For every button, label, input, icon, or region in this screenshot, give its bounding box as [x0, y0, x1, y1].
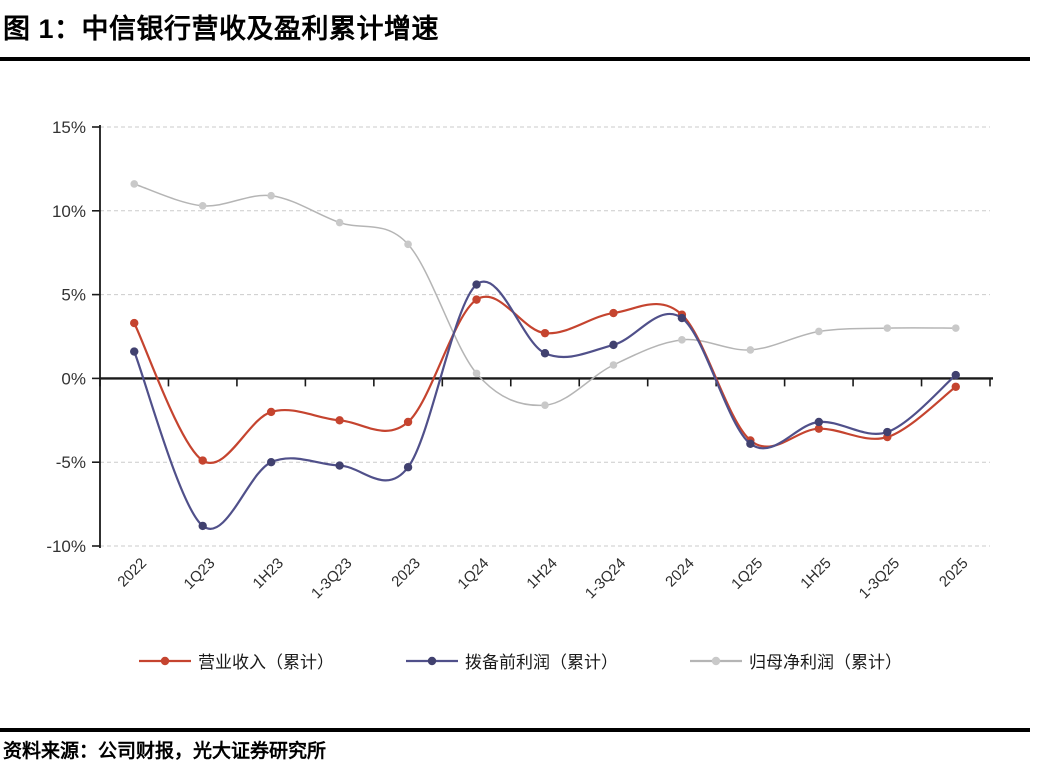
x-tick-label: 1Q25	[728, 555, 766, 593]
legend-line-marker-icon	[690, 656, 742, 665]
x-tick-label: 1H24	[523, 555, 560, 592]
data-point-marker	[335, 218, 344, 227]
growth-line-chart: 15% 10% 5% 0% -5% -10% 2022 1Q23 1H23 1-3Q23 2023 1…	[46, 118, 993, 602]
data-point-marker	[472, 280, 481, 289]
legend-item: 营业收入（累计）	[139, 648, 334, 673]
data-point-marker	[883, 427, 892, 437]
data-point-marker	[335, 416, 344, 425]
chart-legend: 营业收入（累计） 拨备前利润（累计） 归母净利润（累计）	[0, 648, 1041, 673]
x-tick-label: 1H23	[250, 555, 287, 592]
data-point-marker	[609, 308, 618, 318]
legend-label: 营业收入（累计）	[198, 653, 334, 672]
y-tick-label: -10%	[46, 537, 86, 556]
legend-line-marker-icon	[406, 656, 458, 665]
data-point-marker	[951, 324, 960, 332]
data-point-marker	[130, 318, 139, 328]
data-point-marker	[403, 463, 413, 472]
series-line	[133, 295, 957, 464]
data-point-marker	[198, 201, 207, 210]
data-point-marker	[266, 458, 276, 467]
x-tick-label: 1Q24	[454, 555, 492, 593]
legend-item: 归母净利润（累计）	[690, 648, 902, 673]
data-point-marker	[404, 240, 412, 249]
x-tick-label: 1-3Q25	[856, 555, 903, 602]
data-point-marker	[198, 521, 207, 531]
x-tick-label: 1-3Q23	[308, 555, 355, 602]
data-point-marker	[746, 346, 755, 354]
legend-label: 归母净利润（累计）	[749, 653, 902, 672]
data-point-marker	[815, 327, 823, 336]
series-line	[133, 280, 957, 530]
data-point-marker	[267, 191, 275, 200]
data-point-marker	[266, 407, 276, 417]
x-tick-label: 1Q23	[181, 555, 219, 593]
source-divider	[0, 728, 1030, 732]
series-营业收入（累计）	[130, 295, 960, 465]
y-tick-label: 5%	[61, 286, 86, 305]
data-point-marker	[198, 456, 207, 465]
x-tick-label: 1H25	[797, 555, 834, 592]
data-point-marker	[746, 439, 755, 448]
y-tick-label: 15%	[52, 118, 86, 137]
data-point-marker	[540, 328, 550, 338]
y-tick-label: -5%	[56, 453, 86, 472]
x-tick-label: 2024	[662, 555, 698, 591]
data-point-marker	[609, 340, 618, 350]
data-point-marker	[541, 401, 549, 410]
data-point-marker	[472, 295, 481, 304]
series-拨备前利润（累计）	[130, 280, 960, 531]
x-tick-label: 1-3Q24	[582, 555, 629, 602]
data-point-marker	[540, 349, 550, 358]
data-point-marker	[130, 180, 139, 188]
x-tick-label: 2022	[114, 555, 150, 591]
y-tick-label: 0%	[61, 369, 86, 388]
data-point-marker	[814, 424, 824, 433]
data-point-marker	[472, 369, 481, 378]
figure-title: 图 1：中信银行营收及盈利累计增速	[3, 14, 440, 44]
data-point-marker	[951, 370, 960, 380]
x-tick-label: 2023	[388, 555, 424, 591]
data-point-marker	[130, 347, 139, 356]
data-point-marker	[678, 336, 686, 344]
title-divider	[0, 57, 1030, 61]
legend-line-marker-icon	[139, 656, 191, 665]
data-point-marker	[951, 382, 960, 391]
y-tick-label: 10%	[52, 202, 86, 221]
legend-item: 拨备前利润（累计）	[406, 648, 618, 673]
chart-area: 15% 10% 5% 0% -5% -10% 2022 1Q23 1H23 1-3Q23 2023 1…	[0, 90, 1041, 690]
data-point-marker	[814, 417, 824, 427]
data-point-marker	[883, 324, 892, 332]
data-point-marker	[609, 361, 618, 369]
data-point-marker	[677, 313, 687, 323]
series-归母净利润（累计）	[130, 180, 960, 410]
legend-label: 拨备前利润（累计）	[465, 653, 618, 672]
source-note: 资料来源：公司财报，光大证券研究所	[3, 741, 327, 762]
data-point-marker	[403, 417, 413, 427]
data-point-marker	[335, 461, 344, 470]
x-tick-label: 2025	[936, 555, 972, 591]
